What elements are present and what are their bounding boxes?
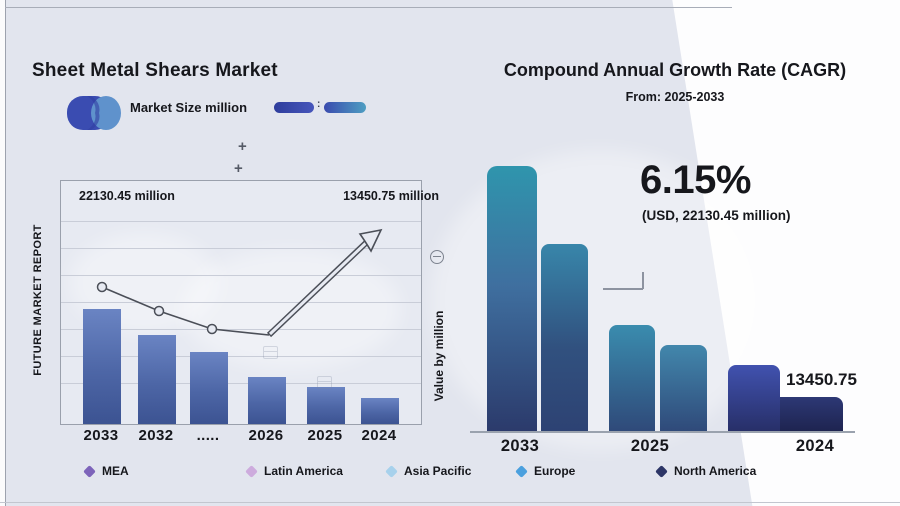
legend-item-latin-america: Latin America <box>245 464 343 478</box>
x-tick-label: 2026 <box>248 427 284 444</box>
gridline <box>61 221 421 222</box>
background-highlight <box>430 150 770 450</box>
minus-circle-icon <box>430 250 444 264</box>
legend-label: MEA <box>102 464 129 478</box>
cagr-bar-4 <box>728 365 780 431</box>
market-size-chart: 22130.45 million 13450.75 million <box>60 180 439 425</box>
gridline <box>61 302 421 303</box>
legend-diamond-icon <box>385 464 398 478</box>
left-bar-..... <box>190 352 228 424</box>
left-bar-2033 <box>83 309 121 424</box>
frame-border-bottom <box>0 502 900 503</box>
legend-diamond-icon <box>245 464 258 478</box>
legend-diamond-icon <box>655 464 668 478</box>
legend-label: North America <box>674 464 757 478</box>
x-tick-label: 2025 <box>307 427 343 444</box>
left-bar-2024 <box>361 398 399 424</box>
left-bar-2025 <box>307 387 345 424</box>
legend-item-asia-pacific: Asia Pacific <box>385 464 472 478</box>
cagr-title: Compound Annual Growth Rate (CAGR) <box>503 60 847 80</box>
legend-diamond-icon <box>515 464 528 478</box>
gridline <box>61 356 421 357</box>
legend-label: Europe <box>534 464 576 478</box>
legend-label: Asia Pacific <box>404 464 472 478</box>
table-watermark-icon <box>263 346 278 359</box>
x-tick-label: 2033 <box>83 427 119 444</box>
table-watermark-icon <box>317 376 332 389</box>
gridline <box>61 329 421 330</box>
y-axis-title-right: Value by million <box>432 310 446 402</box>
cagr-bar-3 <box>660 345 707 432</box>
cagr-bar-1 <box>541 244 588 432</box>
market-size-caption: Market Size million <box>130 100 248 115</box>
cylinder-icon <box>67 96 122 135</box>
trend-line-and-arrow <box>96 228 383 338</box>
page-title: Sheet Metal Shears Market <box>32 60 278 81</box>
legend-item-europe: Europe <box>515 464 576 478</box>
gridline <box>61 275 421 276</box>
cagr-basis: (USD, 22130.45 million) <box>642 208 791 223</box>
annotation-2024-value: 13450.75 million <box>343 189 439 203</box>
plus-mark-icon: + <box>238 138 247 155</box>
legend-diamond-icon <box>83 464 96 478</box>
ratio-colon: : <box>317 99 321 110</box>
ratio-pill-right <box>324 102 366 113</box>
cagr-bar-5 <box>780 397 843 431</box>
y-axis-title-left: FUTURE MARKET REPORT <box>32 224 44 376</box>
cagr-value: 6.15% <box>640 158 751 202</box>
legend-item-north-america: North America <box>655 464 757 478</box>
annotation-2033-value: 22130.45 million <box>79 189 175 203</box>
frame-border-top <box>5 7 732 8</box>
cagr-bar-2 <box>609 325 655 432</box>
step-line-decoration <box>603 288 643 290</box>
frame-border-left <box>5 0 6 506</box>
left-bar-2026 <box>248 377 286 424</box>
ratio-pill-left <box>274 102 314 113</box>
left-bar-2032 <box>138 335 176 424</box>
x-tick-label: 2032 <box>138 427 174 444</box>
x-tick-label: ..... <box>196 427 220 444</box>
plus-mark-icon: + <box>234 160 243 177</box>
value-annotation-2024: 13450.75 <box>786 370 857 389</box>
x-tick-label: 2025 <box>630 437 670 455</box>
cagr-chart: 2033 2025 2024 <box>455 130 900 470</box>
left-margin <box>0 0 5 506</box>
step-line-decoration <box>642 272 644 289</box>
cloud-shape <box>181 249 401 369</box>
x-tick-label: 2024 <box>795 437 835 455</box>
x-tick-label: 2024 <box>361 427 397 444</box>
cagr-bar-0 <box>487 166 537 432</box>
baseline <box>470 431 855 433</box>
gridline <box>61 383 421 384</box>
cagr-subtitle: From: 2025-2033 <box>625 90 725 104</box>
x-tick-label: 2033 <box>500 437 540 455</box>
legend-item-mea: MEA <box>83 464 129 478</box>
gridline <box>61 248 421 249</box>
legend-label: Latin America <box>264 464 343 478</box>
